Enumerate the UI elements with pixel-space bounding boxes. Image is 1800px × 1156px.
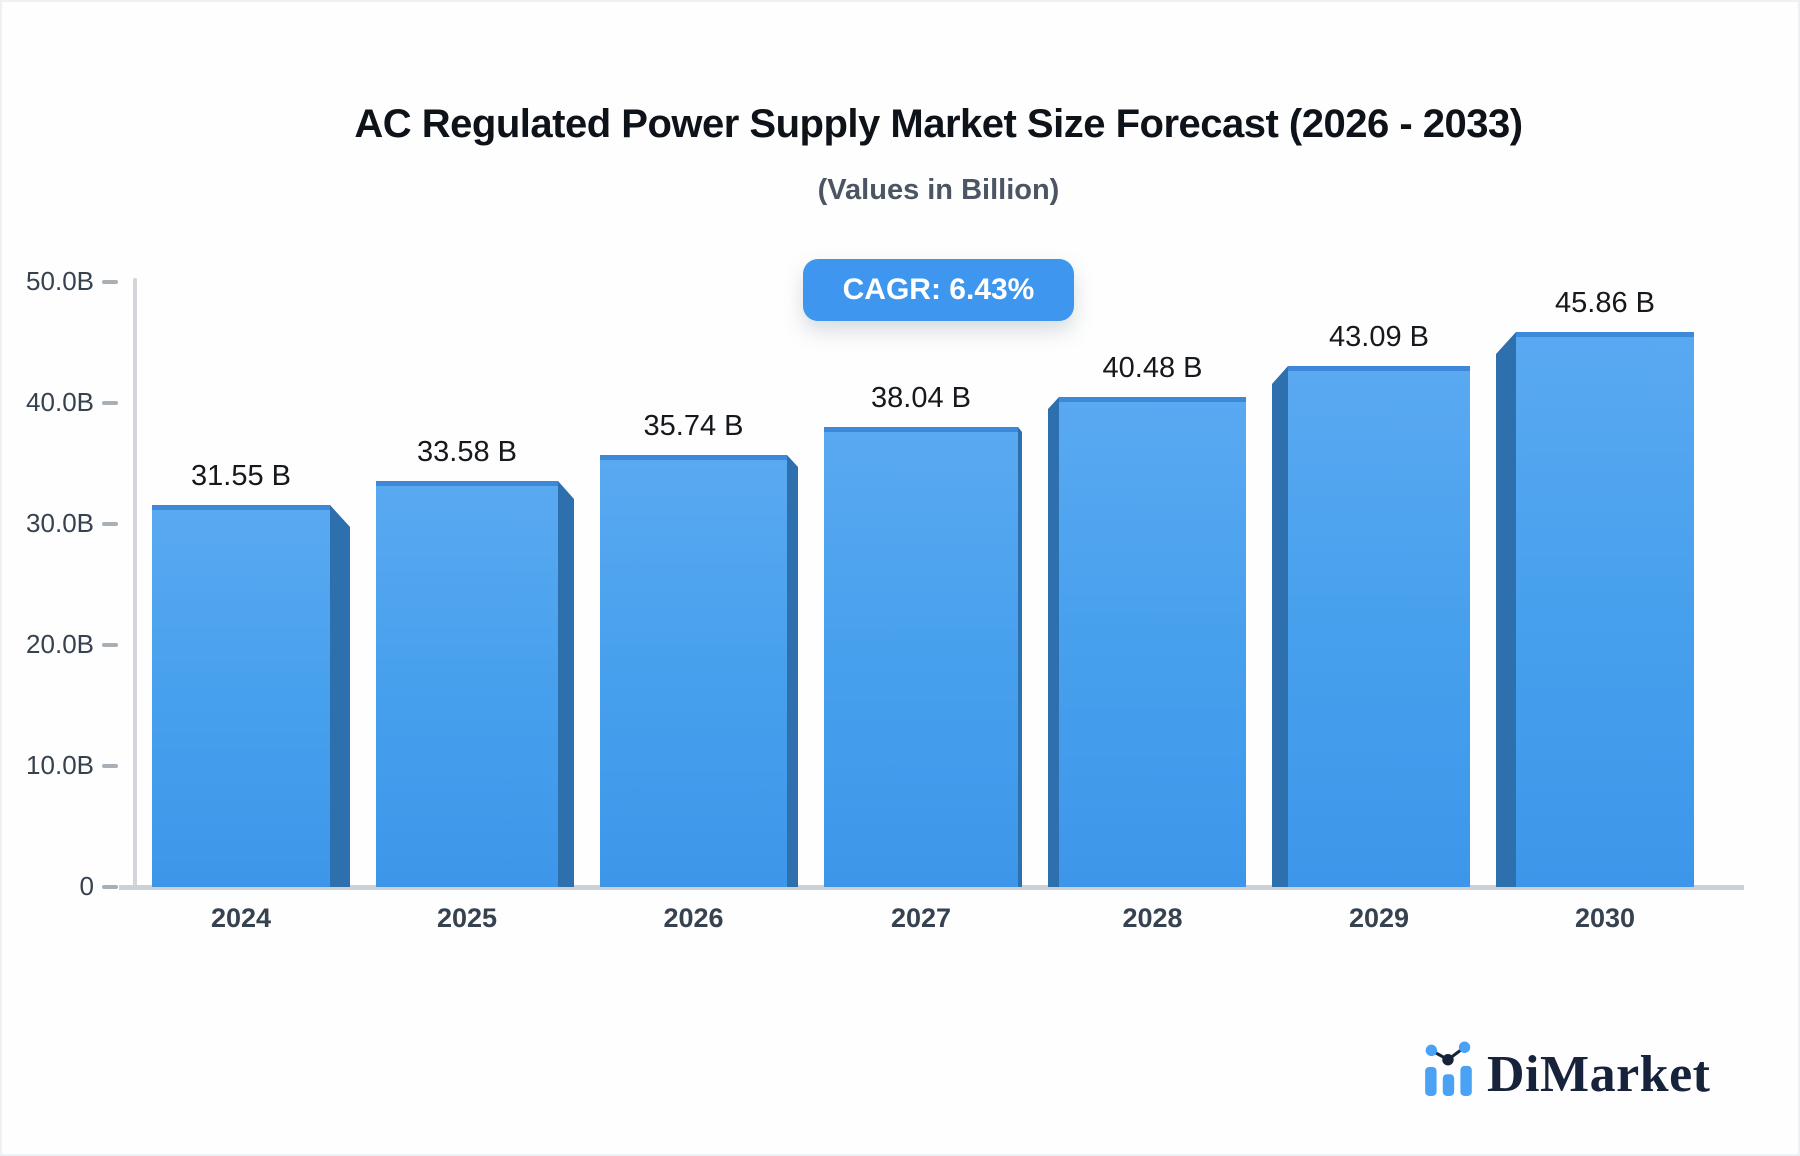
x-axis-baseline (119, 885, 1744, 890)
bar-face (376, 481, 558, 887)
cagr-badge-wrap: CAGR: 6.43% (135, 259, 1742, 321)
y-axis-tick (102, 401, 118, 405)
y-axis-label: 10.0B (26, 750, 94, 780)
x-axis-label-2030: 2030 (1574, 903, 1636, 933)
x-axis-label-2027: 2027 (890, 903, 952, 933)
y-axis-tick (102, 764, 118, 768)
bar-value-label: 33.58 B (417, 436, 517, 468)
bar-face (152, 505, 330, 887)
bar-3d-side (1048, 397, 1059, 887)
cagr-badge: CAGR: 6.43% (802, 259, 1075, 321)
chart-subtitle: (Values in Billion) (817, 174, 1060, 206)
bar-2026: 35.74 B (600, 410, 798, 887)
x-axis-label-2026: 2026 (663, 903, 724, 933)
bar-3d-side (330, 505, 350, 887)
bar-2025: 33.58 B (376, 436, 574, 887)
bar-3d-side (1496, 332, 1516, 887)
y-axis-tick (102, 885, 118, 889)
bar-3d-side (787, 455, 798, 887)
y-axis-label: 0 (79, 871, 94, 901)
x-axis-labels: 2024 2025 2026 2027 2028 2029 2030 (152, 903, 1694, 934)
dimarket-logo: DiMarket (1423, 1040, 1710, 1101)
bar-face (1516, 332, 1694, 887)
logo-text: DiMarket (1487, 1046, 1711, 1103)
bar-3d-side (558, 481, 574, 887)
bar-value-label: 38.04 B (871, 382, 971, 414)
x-axis-label-2029: 2029 (1348, 903, 1410, 933)
bar-2027: 38.04 B (824, 382, 1022, 887)
bar-face (824, 427, 1018, 887)
bar-chart-logo-icon (1423, 1040, 1475, 1101)
bar-2029: 43.09 B (1272, 321, 1470, 887)
y-axis-tick (102, 643, 118, 647)
chart-title: AC Regulated Power Supply Market Size Fo… (354, 102, 1523, 146)
bar-3d-side (1272, 366, 1288, 887)
y-axis-label: 40.0B (26, 387, 94, 417)
x-axis-label-2024: 2024 (210, 903, 272, 933)
bar-value-label: 43.09 B (1329, 321, 1429, 353)
bar-value-label: 31.55 B (191, 460, 291, 492)
bar-face (1059, 397, 1246, 887)
y-axis-label: 20.0B (26, 629, 94, 659)
y-axis-tick (102, 280, 118, 284)
y-axis-label: 30.0B (26, 508, 94, 538)
bars-row: 31.55 B 33.58 B 35.74 B 38.04 B 40.48 B 43.09… (152, 282, 1694, 887)
bar-face (600, 455, 787, 887)
bar-2024: 31.55 B (152, 460, 350, 887)
bar-3d-side (1018, 427, 1022, 887)
bar-value-label: 45.86 B (1555, 287, 1655, 319)
bar-2030: 45.86 B (1496, 287, 1694, 887)
bar-value-label: 40.48 B (1102, 352, 1203, 384)
y-axis-label: 50.0B (26, 266, 94, 296)
bar-2028: 40.48 B (1048, 352, 1246, 887)
bar-face (1288, 366, 1470, 887)
y-axis-tick (102, 522, 118, 526)
y-axis-line (133, 278, 137, 889)
x-axis-label-2028: 2028 (1122, 903, 1183, 933)
x-axis-label-2025: 2025 (436, 903, 498, 933)
bar-value-label: 35.74 B (643, 410, 744, 442)
